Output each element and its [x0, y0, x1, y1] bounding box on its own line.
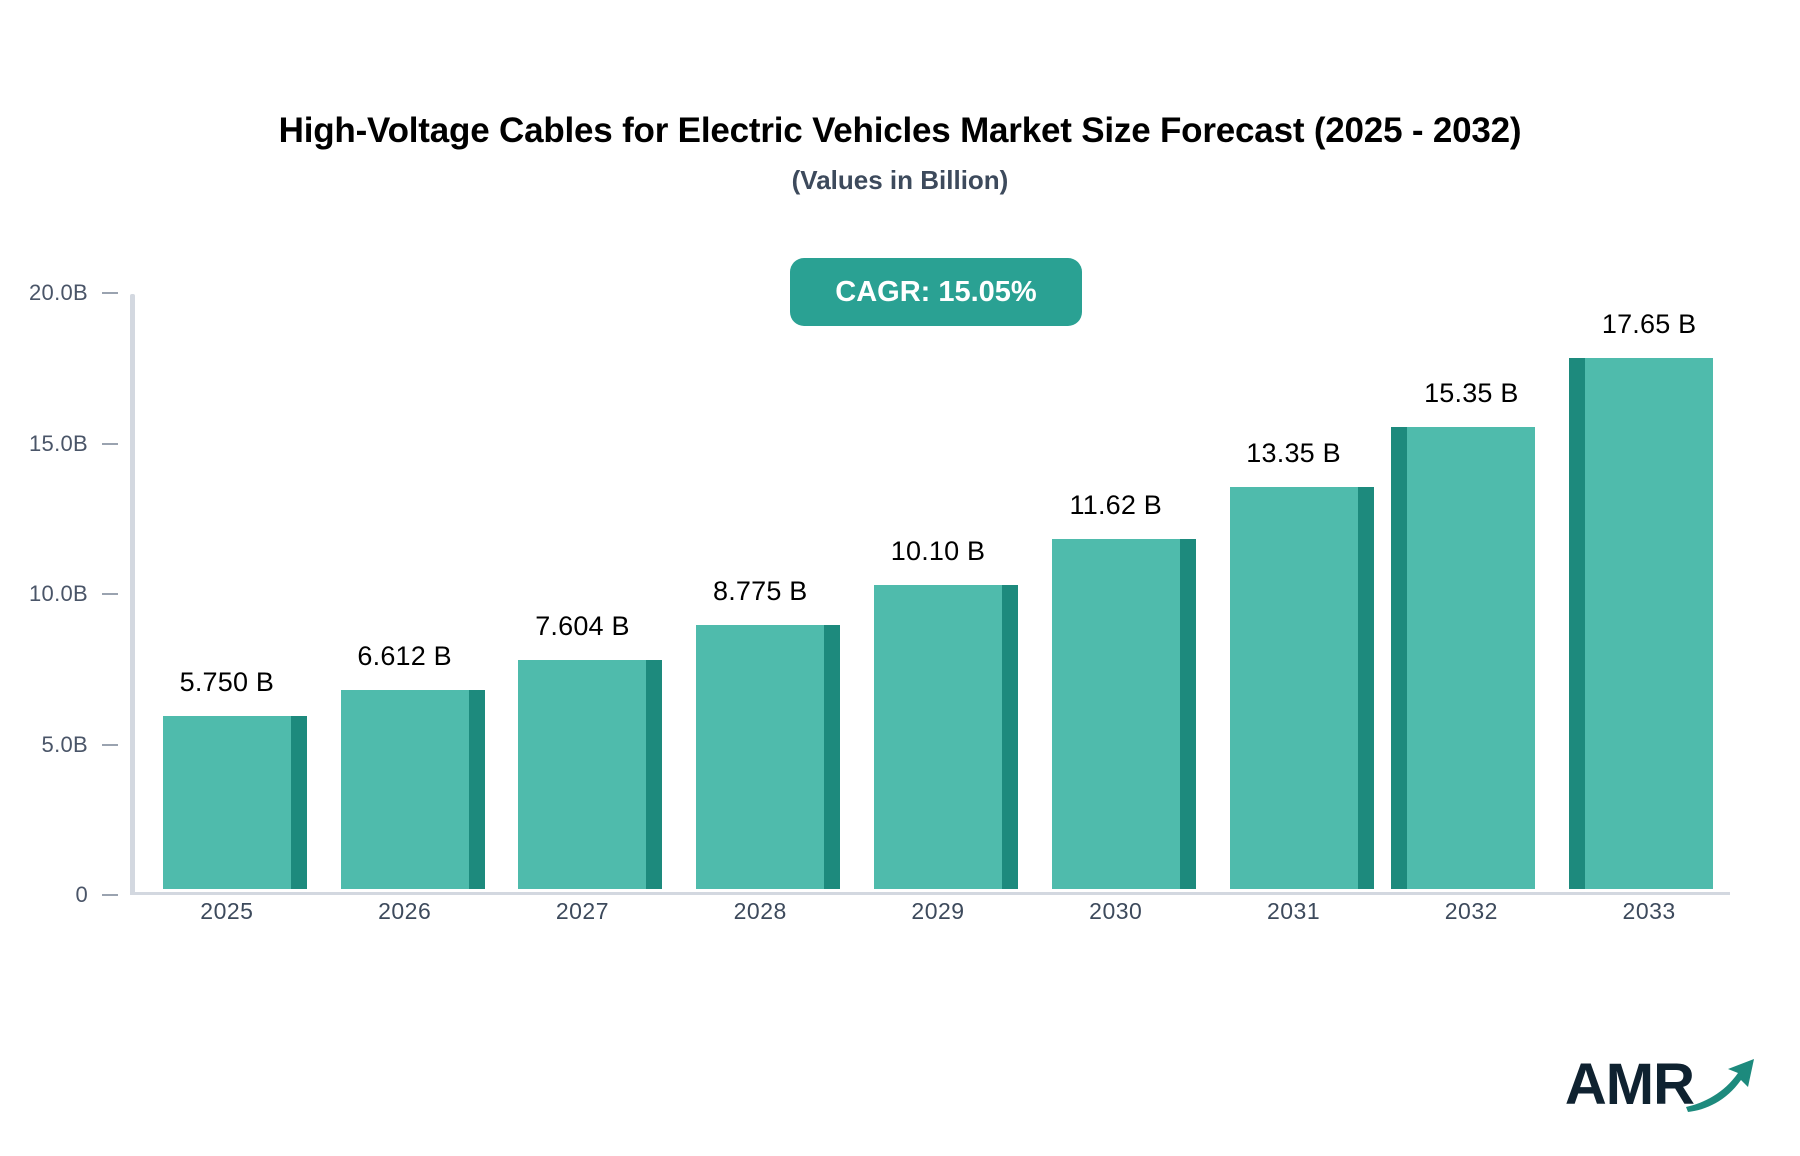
bar: 11.62 B	[1051, 490, 1196, 889]
cagr-badge-label: CAGR: 15.05%	[835, 275, 1037, 308]
bar-side-face	[1179, 555, 1196, 889]
bar-front-face	[696, 624, 825, 889]
x-axis-label: 2032	[1444, 898, 1498, 924]
amr-logo: AMR	[1565, 1050, 1758, 1120]
bar: 15.35 B	[1391, 378, 1536, 889]
logo-text: AMR	[1564, 1052, 1695, 1117]
bar-value-label: 8.775 B	[712, 575, 808, 606]
bar-side-face	[1357, 503, 1374, 889]
x-axis-label: 2033	[1622, 898, 1676, 924]
y-axis-tick-mark	[102, 292, 118, 294]
bar-side-face	[1569, 373, 1586, 889]
bar-top-bevel	[290, 715, 307, 732]
bar: 10.10 B	[874, 536, 1018, 889]
bar-front-face	[162, 715, 291, 889]
bar-value-label: 17.65 B	[1601, 308, 1697, 339]
bar-value-label: 11.62 B	[1069, 490, 1163, 521]
bar-value-label: 10.10 B	[890, 536, 986, 566]
bar-side-face	[468, 705, 485, 889]
y-axis-tick-mark	[102, 442, 118, 445]
bar-side-face	[646, 676, 663, 889]
bar-side-face	[1002, 601, 1018, 889]
y-axis-tick-label: 0	[75, 882, 88, 907]
bar-value-label: 15.35 B	[1424, 377, 1519, 408]
bar: 7.604 B	[518, 611, 663, 889]
bar: 5.750 B	[162, 667, 307, 889]
bar-value-label: 7.604 B	[535, 611, 630, 642]
x-axis-spine	[130, 892, 1730, 895]
y-axis-tick-label: 15.0B	[29, 430, 88, 456]
bar-front-face	[1051, 539, 1180, 889]
title-block: High-Voltage Cables for Electric Vehicle…	[0, 110, 1800, 196]
bar-top-bevel	[1002, 585, 1018, 601]
cagr-badge: CAGR: 15.05%	[790, 258, 1082, 326]
bar: 13.35 B	[1229, 438, 1374, 889]
x-axis-label: 2029	[911, 898, 965, 924]
bar-top-bevel	[646, 660, 663, 677]
bar-front-face	[340, 689, 469, 889]
page-title: High-Voltage Cables for Electric Vehicle…	[278, 111, 1522, 150]
x-axis-label: 2031	[1266, 898, 1321, 924]
bar: 8.775 B	[696, 576, 841, 889]
bar-front-face	[518, 660, 647, 889]
bar-value-label: 13.35 B	[1246, 438, 1341, 469]
y-axis-tick-mark	[102, 894, 118, 896]
bar-side-face	[824, 640, 841, 889]
bar-front-face	[1229, 487, 1358, 889]
x-axis-label: 2026	[378, 898, 432, 924]
bar-top-bevel	[1179, 539, 1196, 556]
y-axis-tick-label: 20.0B	[29, 280, 88, 305]
x-axis-label: 2030	[1089, 898, 1143, 924]
bar-value-label: 5.750 B	[179, 666, 275, 697]
growth-arrow-icon	[1684, 1055, 1758, 1115]
bar-side-face	[290, 731, 307, 889]
bar-front-face	[1407, 426, 1536, 889]
bar-top-bevel	[824, 624, 841, 641]
y-axis-tick-label: 5.0B	[41, 731, 88, 757]
y-axis-tick: 10.0B	[29, 581, 130, 607]
bar-front-face	[1585, 357, 1714, 889]
y-axis-tick: 5.0B	[42, 732, 130, 758]
y-axis-spine	[130, 294, 135, 895]
plot-area: 0 5.0B 10.0B 15.0B 20.0B 5.750 B 6.612 B 7.604…	[29, 280, 1730, 907]
x-axis-label: 2025	[200, 898, 254, 924]
y-axis-tick: 20.0B	[29, 280, 130, 306]
x-axis-labels: 2025 2026 2027 2028 2029 2030 2031 2032 2033	[130, 898, 1730, 938]
bar-side-face	[1391, 442, 1408, 889]
bar-top-bevel	[1569, 357, 1586, 374]
chart-subtitle: (Values in Billion)	[791, 165, 1009, 195]
bar-top-bevel	[1357, 487, 1374, 504]
bar-series: 5.750 B 6.612 B 7.604 B 8.775 B 10.10 B 11.62…	[130, 290, 1730, 892]
bar-front-face	[874, 585, 1002, 889]
bar-value-label: 6.612 B	[357, 640, 452, 671]
y-axis-tick-label: 10.0B	[29, 581, 88, 606]
y-axis-tick: 15.0B	[29, 431, 130, 457]
bar-top-bevel	[1391, 426, 1408, 443]
bar: 17.65 B	[1569, 309, 1714, 889]
x-axis-label: 2027	[555, 898, 610, 924]
y-axis-tick-mark	[102, 743, 118, 746]
bar-top-bevel	[468, 689, 485, 706]
y-axis-tick: 0	[75, 882, 130, 908]
bar: 6.612 B	[340, 641, 485, 889]
x-axis-label: 2028	[733, 898, 787, 924]
y-axis-tick-mark	[102, 593, 118, 595]
